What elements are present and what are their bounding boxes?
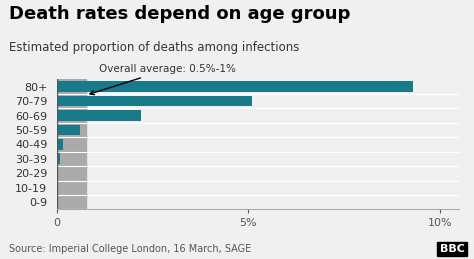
Bar	[57, 79, 86, 210]
Text: Death rates depend on age group: Death rates depend on age group	[9, 5, 351, 23]
Bar	[57, 153, 60, 164]
Text: BBC: BBC	[440, 244, 465, 254]
Bar	[57, 168, 58, 179]
Bar	[57, 81, 413, 92]
Bar	[57, 139, 63, 150]
Bar	[57, 96, 252, 106]
Text: Overall average: 0.5%-1%: Overall average: 0.5%-1%	[90, 64, 236, 95]
Bar	[57, 110, 141, 121]
Text: Estimated proportion of deaths among infections: Estimated proportion of deaths among inf…	[9, 41, 300, 54]
Bar	[57, 125, 80, 135]
Text: Source: Imperial College London, 16 March, SAGE: Source: Imperial College London, 16 Marc…	[9, 244, 252, 254]
